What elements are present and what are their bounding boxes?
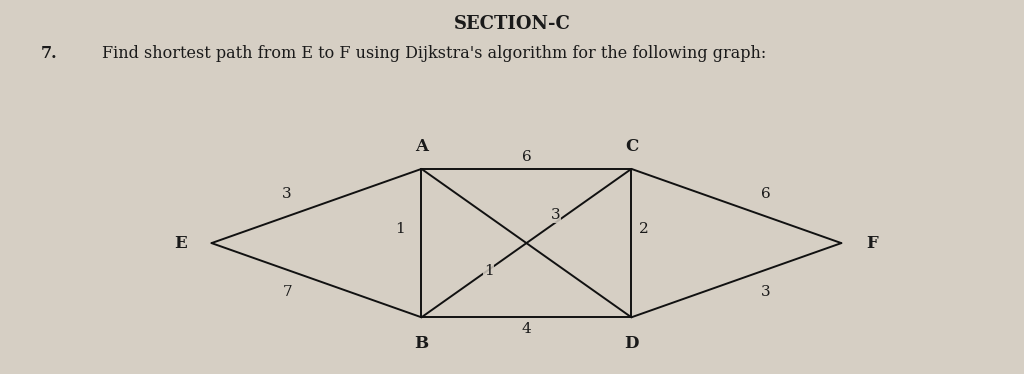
Text: D: D bbox=[625, 335, 639, 352]
Text: C: C bbox=[625, 138, 638, 155]
Text: 2: 2 bbox=[639, 222, 649, 236]
Text: 3: 3 bbox=[283, 187, 292, 202]
Text: SECTION-C: SECTION-C bbox=[454, 15, 570, 33]
Text: 6: 6 bbox=[761, 187, 771, 202]
Text: 3: 3 bbox=[551, 208, 560, 222]
Text: 1: 1 bbox=[395, 222, 406, 236]
Text: 7.: 7. bbox=[41, 45, 57, 62]
Text: E: E bbox=[174, 234, 187, 252]
Text: A: A bbox=[415, 138, 428, 155]
Text: Find shortest path from E to F using Dijkstra's algorithm for the following grap: Find shortest path from E to F using Dij… bbox=[102, 45, 767, 62]
Text: B: B bbox=[415, 335, 428, 352]
Text: 4: 4 bbox=[521, 322, 531, 336]
Text: 6: 6 bbox=[521, 150, 531, 164]
Text: 7: 7 bbox=[283, 285, 292, 299]
Text: 1: 1 bbox=[483, 264, 494, 278]
Text: 3: 3 bbox=[761, 285, 770, 299]
Text: F: F bbox=[866, 234, 878, 252]
